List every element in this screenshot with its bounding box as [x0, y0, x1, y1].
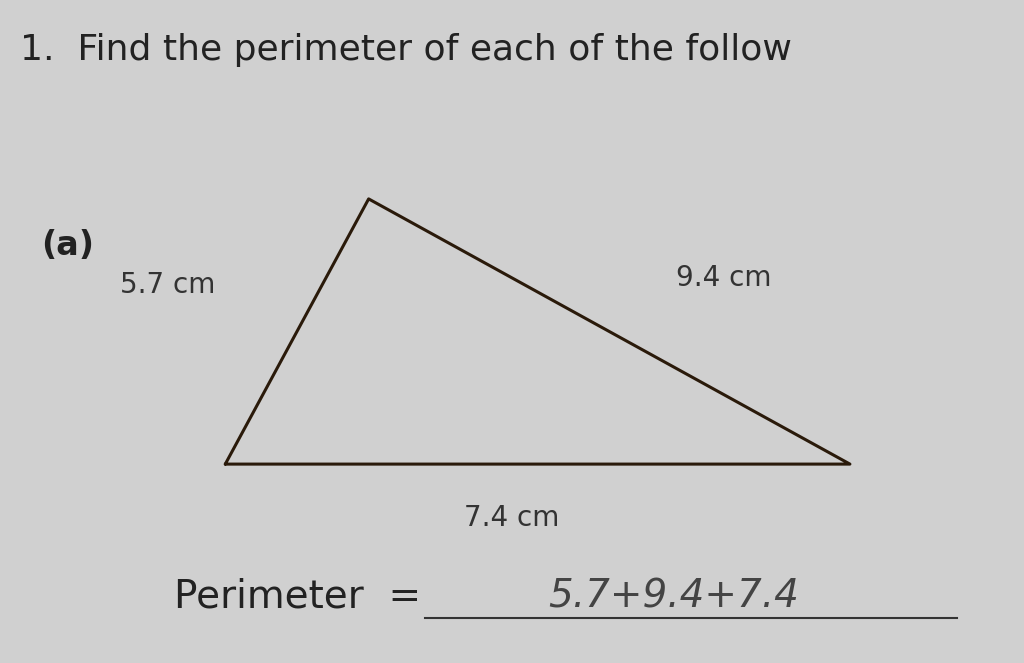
Text: 1.  Find the perimeter of each of the follow: 1. Find the perimeter of each of the fol…	[20, 33, 793, 67]
Text: 5.7+9.4+7.4: 5.7+9.4+7.4	[548, 577, 799, 616]
Text: Perimeter  =: Perimeter =	[174, 577, 421, 616]
Text: 7.4 cm: 7.4 cm	[464, 504, 560, 532]
Text: 9.4 cm: 9.4 cm	[676, 265, 771, 292]
Text: 5.7 cm: 5.7 cm	[120, 271, 215, 299]
Text: (a): (a)	[41, 229, 94, 262]
